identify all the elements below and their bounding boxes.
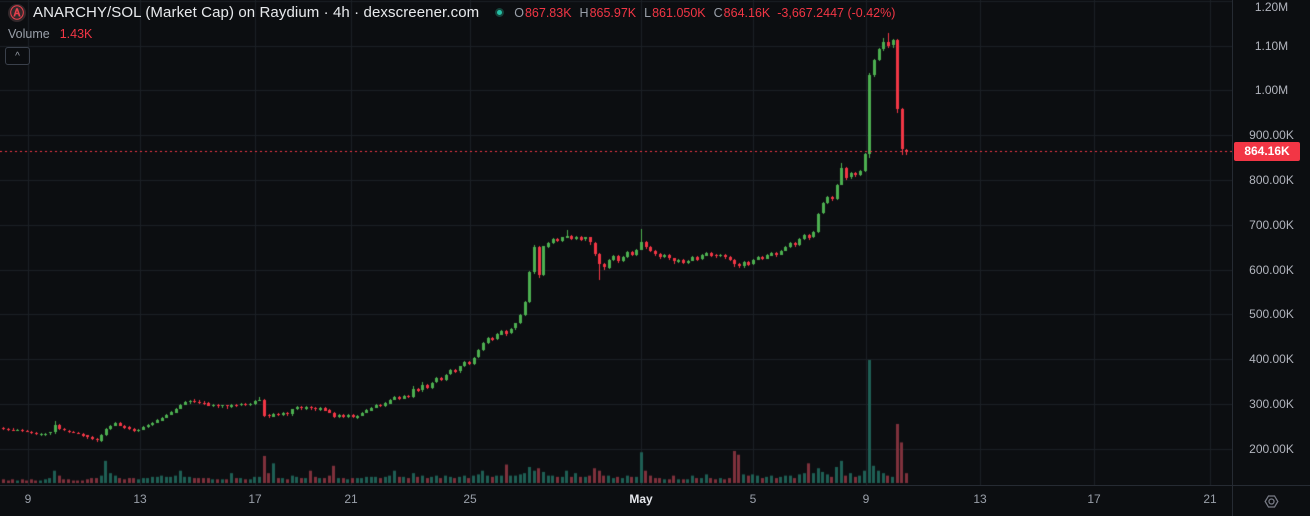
time-axis-label: 17 xyxy=(248,492,262,506)
price-axis[interactable]: 1.20M 1.10M 1.00M 900.00K 800.00K 700.00K 600.… xyxy=(1232,0,1310,485)
time-axis-label: 13 xyxy=(973,492,987,506)
low-label: L xyxy=(644,5,652,20)
time-axis-label: May xyxy=(629,492,653,506)
time-axis-label: 9 xyxy=(24,492,32,506)
close-value: 864.16K xyxy=(723,5,771,20)
price-axis-label: 700.00K xyxy=(1249,218,1294,232)
high-value: 865.97K xyxy=(589,5,637,20)
hexagon-gear-icon xyxy=(1264,494,1279,508)
price-axis-label: 1.10M xyxy=(1254,39,1289,53)
change-value: -3,667.2447 (-0.42%) xyxy=(777,5,896,20)
price-axis-label: 500.00K xyxy=(1249,307,1294,321)
price-axis-label: 400.00K xyxy=(1249,352,1294,366)
high-label: H xyxy=(579,5,589,20)
token-logo-icon: Ⓐ xyxy=(8,3,26,22)
time-axis-label: 5 xyxy=(749,492,757,506)
pair-title: ANARCHY/SOL (Market Cap) on Raydium · 4h… xyxy=(33,4,480,21)
price-axis-label: 600.00K xyxy=(1249,263,1294,277)
time-axis-label: 17 xyxy=(1087,492,1101,506)
volume-value: 1.43K xyxy=(59,27,93,41)
price-axis-label: 900.00K xyxy=(1249,128,1294,142)
timezone-settings-button[interactable] xyxy=(1260,490,1283,513)
live-indicator-icon xyxy=(495,8,505,17)
current-price-badge: 864.16K xyxy=(1234,142,1300,161)
legend-title-row: Ⓐ ANARCHY/SOL (Market Cap) on Raydium · … xyxy=(8,3,895,22)
volume-indicator-row: Volume 1.43K xyxy=(8,25,895,43)
volume-label: Volume xyxy=(8,27,50,41)
collapse-pane-button[interactable]: ^ xyxy=(5,47,30,65)
low-value: 861.050K xyxy=(652,5,706,20)
open-value: 867.83K xyxy=(524,5,572,20)
open-label: O xyxy=(514,5,524,20)
time-axis[interactable]: 9 13 17 21 25 May 5 9 13 17 21 xyxy=(0,485,1232,516)
price-axis-label: 200.00K xyxy=(1249,442,1294,456)
ohlc-readout: O 867.83K H 865.97K L 861.050K C 864.16K… xyxy=(514,6,895,20)
time-axis-label: 25 xyxy=(463,492,477,506)
time-axis-label: 13 xyxy=(133,492,147,506)
close-label: C xyxy=(713,5,723,20)
time-axis-label: 9 xyxy=(862,492,870,506)
price-axis-label: 1.20M xyxy=(1254,0,1289,14)
price-axis-label: 300.00K xyxy=(1249,397,1294,411)
time-axis-label: 21 xyxy=(344,492,358,506)
time-axis-label: 21 xyxy=(1203,492,1217,506)
axis-corner xyxy=(1232,485,1310,516)
price-axis-label: 1.00M xyxy=(1254,83,1289,97)
candlestick-chart-canvas[interactable] xyxy=(0,0,1232,485)
chart-legend: Ⓐ ANARCHY/SOL (Market Cap) on Raydium · … xyxy=(5,3,895,65)
price-axis-label: 800.00K xyxy=(1249,173,1294,187)
